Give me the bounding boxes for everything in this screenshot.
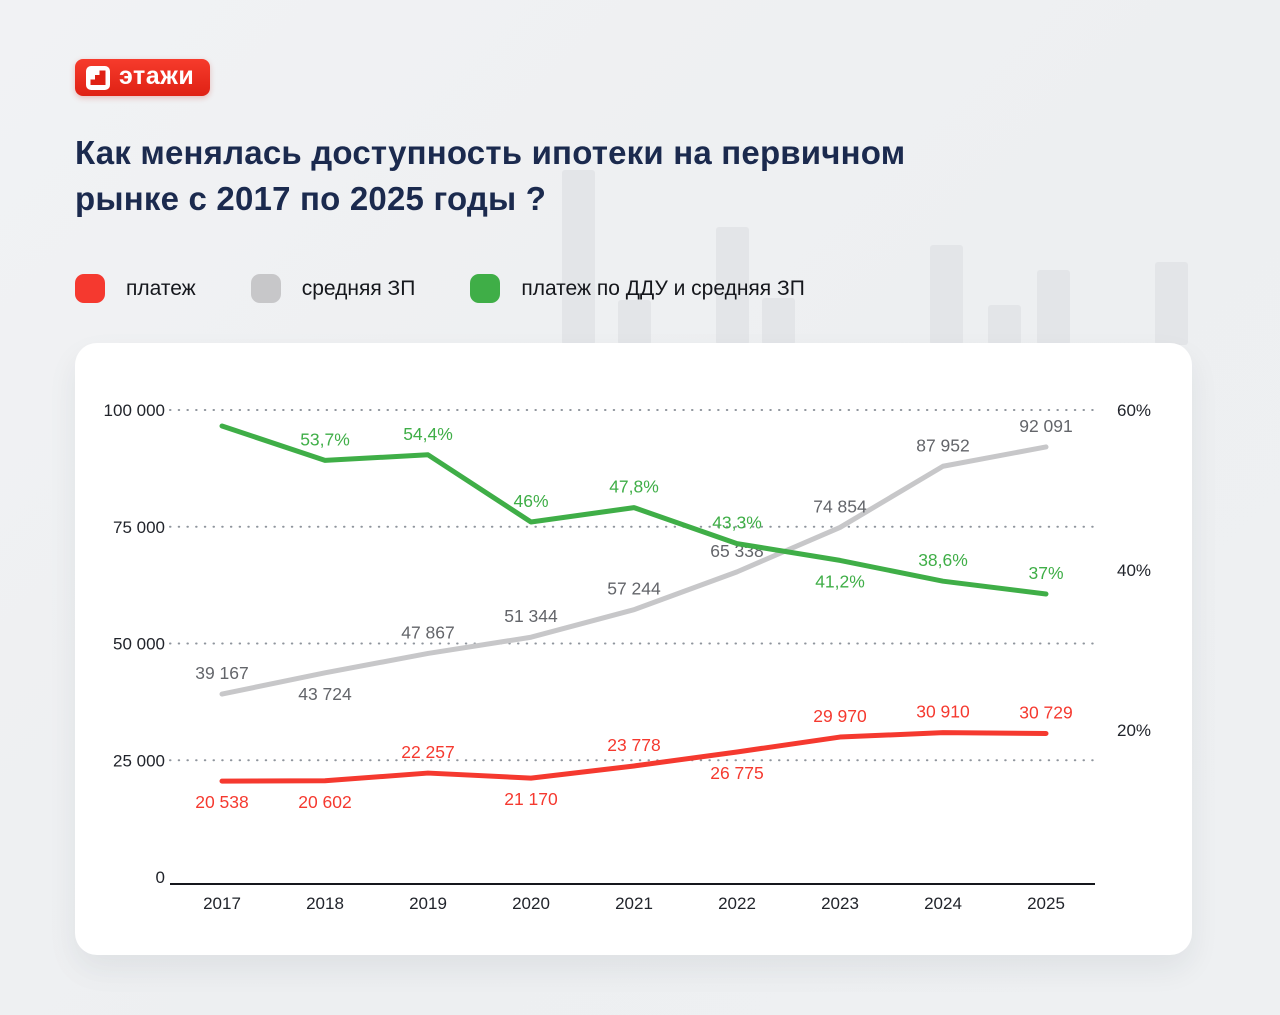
data-label: 38,6% [918, 550, 968, 570]
data-label: 30 729 [1019, 702, 1073, 722]
decorative-bar [1155, 262, 1188, 345]
decorative-bar [562, 170, 595, 345]
chart-card: 100 000 75 000 50 000 25 000 0 60% 40% 20% 2017 2… [75, 343, 1192, 955]
legend-swatch-avg-salary [250, 274, 281, 303]
data-label: 26 775 [710, 763, 764, 783]
data-label: 29 970 [813, 706, 867, 726]
legend-label-payment: платеж [126, 276, 196, 300]
legend-swatch-ddu-ratio [470, 274, 501, 303]
decorative-bar [762, 298, 795, 345]
data-label: 22 257 [401, 742, 455, 762]
x-axis-tick: 2020 [512, 894, 550, 913]
x-axis-tick: 2025 [1027, 894, 1065, 913]
data-label: 37% [1028, 563, 1063, 583]
data-label: 47 867 [401, 622, 455, 642]
legend-swatch-payment [75, 274, 105, 303]
data-label: 30 910 [916, 702, 970, 722]
building-icon [86, 65, 110, 90]
line-chart-canvas: 100 000 75 000 50 000 25 000 0 60% 40% 20% 2017 2… [104, 401, 1151, 913]
x-axis-tick: 2024 [924, 894, 962, 913]
y-axis-right-tick: 40% [1117, 561, 1151, 580]
logo-text: этажи [119, 62, 195, 90]
legend-label-avg-salary: средняя ЗП [301, 276, 416, 300]
legend-item-payment: платеж [75, 274, 196, 303]
legend-item-ddu-ratio: платеж по ДДУ и средняя ЗП [470, 274, 805, 303]
legend: платеж средняя ЗП платеж по ДДУ и средня… [75, 274, 805, 303]
logo-badge: этажи [75, 59, 211, 96]
y-axis-left-tick: 50 000 [113, 635, 165, 654]
data-label: 39 167 [195, 663, 249, 683]
data-label: 23 778 [607, 735, 661, 755]
y-axis-left-tick: 0 [156, 868, 165, 887]
data-label: 54,4% [403, 424, 453, 444]
data-label: 20 538 [195, 792, 249, 812]
data-label: 43,3% [712, 513, 762, 533]
y-axis-left-tick: 25 000 [113, 751, 165, 770]
data-label: 57 244 [607, 579, 661, 599]
data-label: 53,7% [300, 429, 350, 449]
legend-item-avg-salary: средняя ЗП [250, 274, 416, 303]
series-line [219, 423, 1049, 597]
decorative-bar [988, 305, 1021, 345]
x-axis-tick: 2023 [821, 894, 859, 913]
page-title: Как менялась доступность ипотеки на перв… [75, 130, 905, 222]
data-label: 46% [513, 491, 548, 511]
data-label: 43 724 [298, 684, 352, 704]
data-label: 92 091 [1019, 416, 1073, 436]
x-axis-tick: 2021 [615, 894, 653, 913]
data-label: 20 602 [298, 792, 352, 812]
data-label: 21 170 [504, 789, 558, 809]
data-label: 74 854 [813, 496, 867, 516]
legend-label-ddu-ratio: платеж по ДДУ и средняя ЗП [521, 276, 805, 300]
page-title-line2: рынке с 2017 по 2025 годы ? [75, 180, 547, 218]
data-label: 47,8% [609, 477, 659, 497]
series-line [219, 730, 1049, 784]
x-axis-tick: 2022 [718, 894, 756, 913]
series-line [219, 444, 1049, 697]
x-axis-tick: 2017 [203, 894, 241, 913]
data-label: 41,2% [815, 571, 865, 591]
data-label: 51 344 [504, 606, 558, 626]
y-axis-left-tick: 75 000 [113, 518, 165, 537]
page-title-line1: Как менялась доступность ипотеки на перв… [75, 134, 906, 171]
decorative-bar [618, 300, 651, 345]
data-label: 87 952 [916, 435, 970, 455]
x-axis-tick: 2019 [409, 894, 447, 913]
decorative-bar [930, 245, 963, 345]
y-axis-left-tick: 100 000 [104, 401, 165, 420]
x-axis-tick: 2018 [306, 894, 344, 913]
y-axis-right-tick: 60% [1117, 401, 1151, 420]
y-axis-right-tick: 20% [1117, 721, 1151, 740]
decorative-bar [1037, 270, 1070, 345]
decorative-bar [716, 227, 749, 345]
